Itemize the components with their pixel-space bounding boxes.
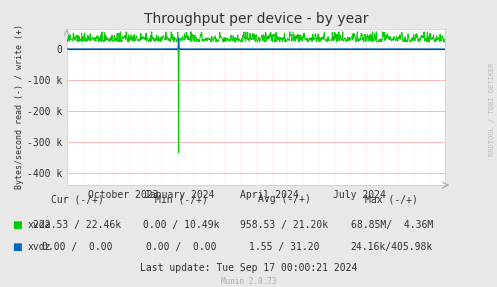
Text: 0.00 /  0.00: 0.00 / 0.00 (42, 242, 112, 252)
Text: Cur (-/+): Cur (-/+) (51, 194, 103, 204)
Text: 0.00 / 10.49k: 0.00 / 10.49k (143, 220, 220, 230)
Text: Min (-/+): Min (-/+) (155, 194, 208, 204)
Title: Throughput per device - by year: Throughput per device - by year (144, 12, 368, 26)
Text: 24.16k/405.98k: 24.16k/405.98k (350, 242, 433, 252)
Text: 0.00 /  0.00: 0.00 / 0.00 (146, 242, 217, 252)
Text: Munin 2.0.73: Munin 2.0.73 (221, 277, 276, 286)
Y-axis label: Bytes/second read (-) / write (+): Bytes/second read (-) / write (+) (15, 24, 24, 189)
Text: RRDTOOL / TOBI OETIKER: RRDTOOL / TOBI OETIKER (489, 62, 495, 156)
Text: ■: ■ (12, 220, 22, 230)
Text: 222.53 / 22.46k: 222.53 / 22.46k (33, 220, 121, 230)
Text: Max (-/+): Max (-/+) (365, 194, 418, 204)
Text: ■: ■ (12, 242, 22, 252)
Text: 958.53 / 21.20k: 958.53 / 21.20k (240, 220, 329, 230)
Text: xvda: xvda (27, 220, 51, 230)
Text: 1.55 / 31.20: 1.55 / 31.20 (249, 242, 320, 252)
Text: Last update: Tue Sep 17 00:00:21 2024: Last update: Tue Sep 17 00:00:21 2024 (140, 263, 357, 273)
Text: Avg (-/+): Avg (-/+) (258, 194, 311, 204)
Text: xvdz: xvdz (27, 242, 51, 252)
Text: 68.85M/  4.36M: 68.85M/ 4.36M (350, 220, 433, 230)
